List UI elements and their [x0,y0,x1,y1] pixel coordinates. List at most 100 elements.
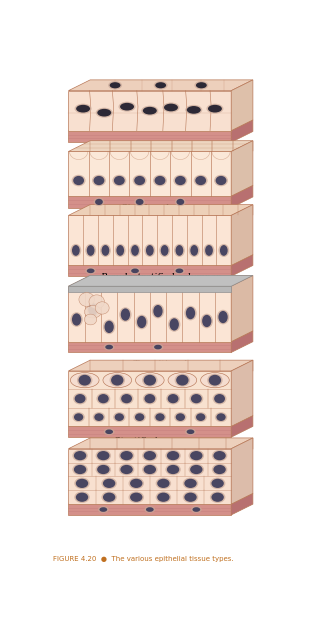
Ellipse shape [110,82,120,88]
Polygon shape [68,266,231,276]
Ellipse shape [188,464,204,476]
Polygon shape [231,331,253,353]
Ellipse shape [155,413,165,421]
Ellipse shape [163,102,179,113]
Polygon shape [68,331,253,342]
Polygon shape [68,493,253,504]
Ellipse shape [97,451,110,460]
Ellipse shape [176,245,183,256]
Ellipse shape [142,464,158,476]
Polygon shape [68,91,231,131]
Polygon shape [231,186,253,208]
Ellipse shape [97,465,110,474]
Ellipse shape [85,268,96,275]
Ellipse shape [84,314,97,325]
Ellipse shape [175,176,186,185]
Ellipse shape [176,413,185,421]
Ellipse shape [187,106,201,114]
Ellipse shape [144,506,155,513]
Ellipse shape [94,176,105,185]
Ellipse shape [168,394,178,403]
Polygon shape [68,371,231,426]
Ellipse shape [121,308,130,321]
Ellipse shape [168,317,180,332]
Ellipse shape [212,450,227,461]
Ellipse shape [79,292,95,307]
Ellipse shape [144,244,155,257]
Polygon shape [68,286,231,342]
Ellipse shape [212,393,227,404]
Ellipse shape [183,492,198,503]
Ellipse shape [201,314,213,328]
Polygon shape [68,449,231,504]
Ellipse shape [119,102,136,112]
Ellipse shape [119,450,134,461]
Ellipse shape [102,245,109,256]
Ellipse shape [129,268,140,275]
Ellipse shape [209,375,221,385]
Ellipse shape [189,244,200,257]
Ellipse shape [194,81,208,90]
Ellipse shape [98,506,109,513]
Ellipse shape [104,428,115,435]
Ellipse shape [174,412,187,422]
Ellipse shape [144,465,156,474]
Polygon shape [231,438,253,504]
Polygon shape [68,80,253,91]
Ellipse shape [129,492,144,503]
Ellipse shape [218,244,229,257]
Ellipse shape [74,477,90,489]
Ellipse shape [183,477,198,489]
Ellipse shape [76,479,88,488]
Polygon shape [231,275,253,342]
Ellipse shape [72,464,88,476]
Polygon shape [68,275,253,286]
Polygon shape [231,141,253,196]
Ellipse shape [101,477,117,489]
Ellipse shape [212,479,224,488]
Ellipse shape [115,413,124,421]
Ellipse shape [95,450,111,461]
Text: Simple squamous: Simple squamous [120,81,200,90]
Ellipse shape [113,412,125,422]
Ellipse shape [72,412,85,422]
Ellipse shape [202,315,212,327]
Ellipse shape [121,394,132,403]
Ellipse shape [103,319,115,334]
Ellipse shape [152,304,164,319]
Ellipse shape [74,413,83,421]
Ellipse shape [134,198,145,206]
Text: Stratified squamous: Stratified squamous [114,437,206,446]
Ellipse shape [101,492,117,503]
Polygon shape [68,205,253,216]
Polygon shape [68,360,253,371]
Ellipse shape [191,506,202,513]
Ellipse shape [84,306,101,318]
Ellipse shape [92,175,106,186]
Ellipse shape [135,372,164,388]
Text: Transitional: Transitional [133,360,187,369]
Ellipse shape [95,464,111,476]
Ellipse shape [105,429,113,434]
Ellipse shape [95,199,103,205]
Ellipse shape [174,268,185,275]
Polygon shape [231,360,253,426]
Ellipse shape [217,310,229,324]
Ellipse shape [120,103,134,111]
Ellipse shape [185,105,202,115]
Polygon shape [68,426,231,437]
Ellipse shape [79,375,91,385]
Polygon shape [231,415,253,437]
Ellipse shape [131,269,139,273]
Ellipse shape [208,105,222,113]
Text: FIGURE 4.20  ●  The various epithelial tissue types.: FIGURE 4.20 ● The various epithelial tis… [53,556,234,562]
Ellipse shape [213,451,226,460]
Ellipse shape [135,315,148,330]
Polygon shape [68,438,253,449]
Ellipse shape [75,104,92,114]
Ellipse shape [87,269,95,273]
Ellipse shape [190,245,198,256]
Ellipse shape [215,412,227,422]
Ellipse shape [156,477,171,489]
Ellipse shape [74,451,86,460]
